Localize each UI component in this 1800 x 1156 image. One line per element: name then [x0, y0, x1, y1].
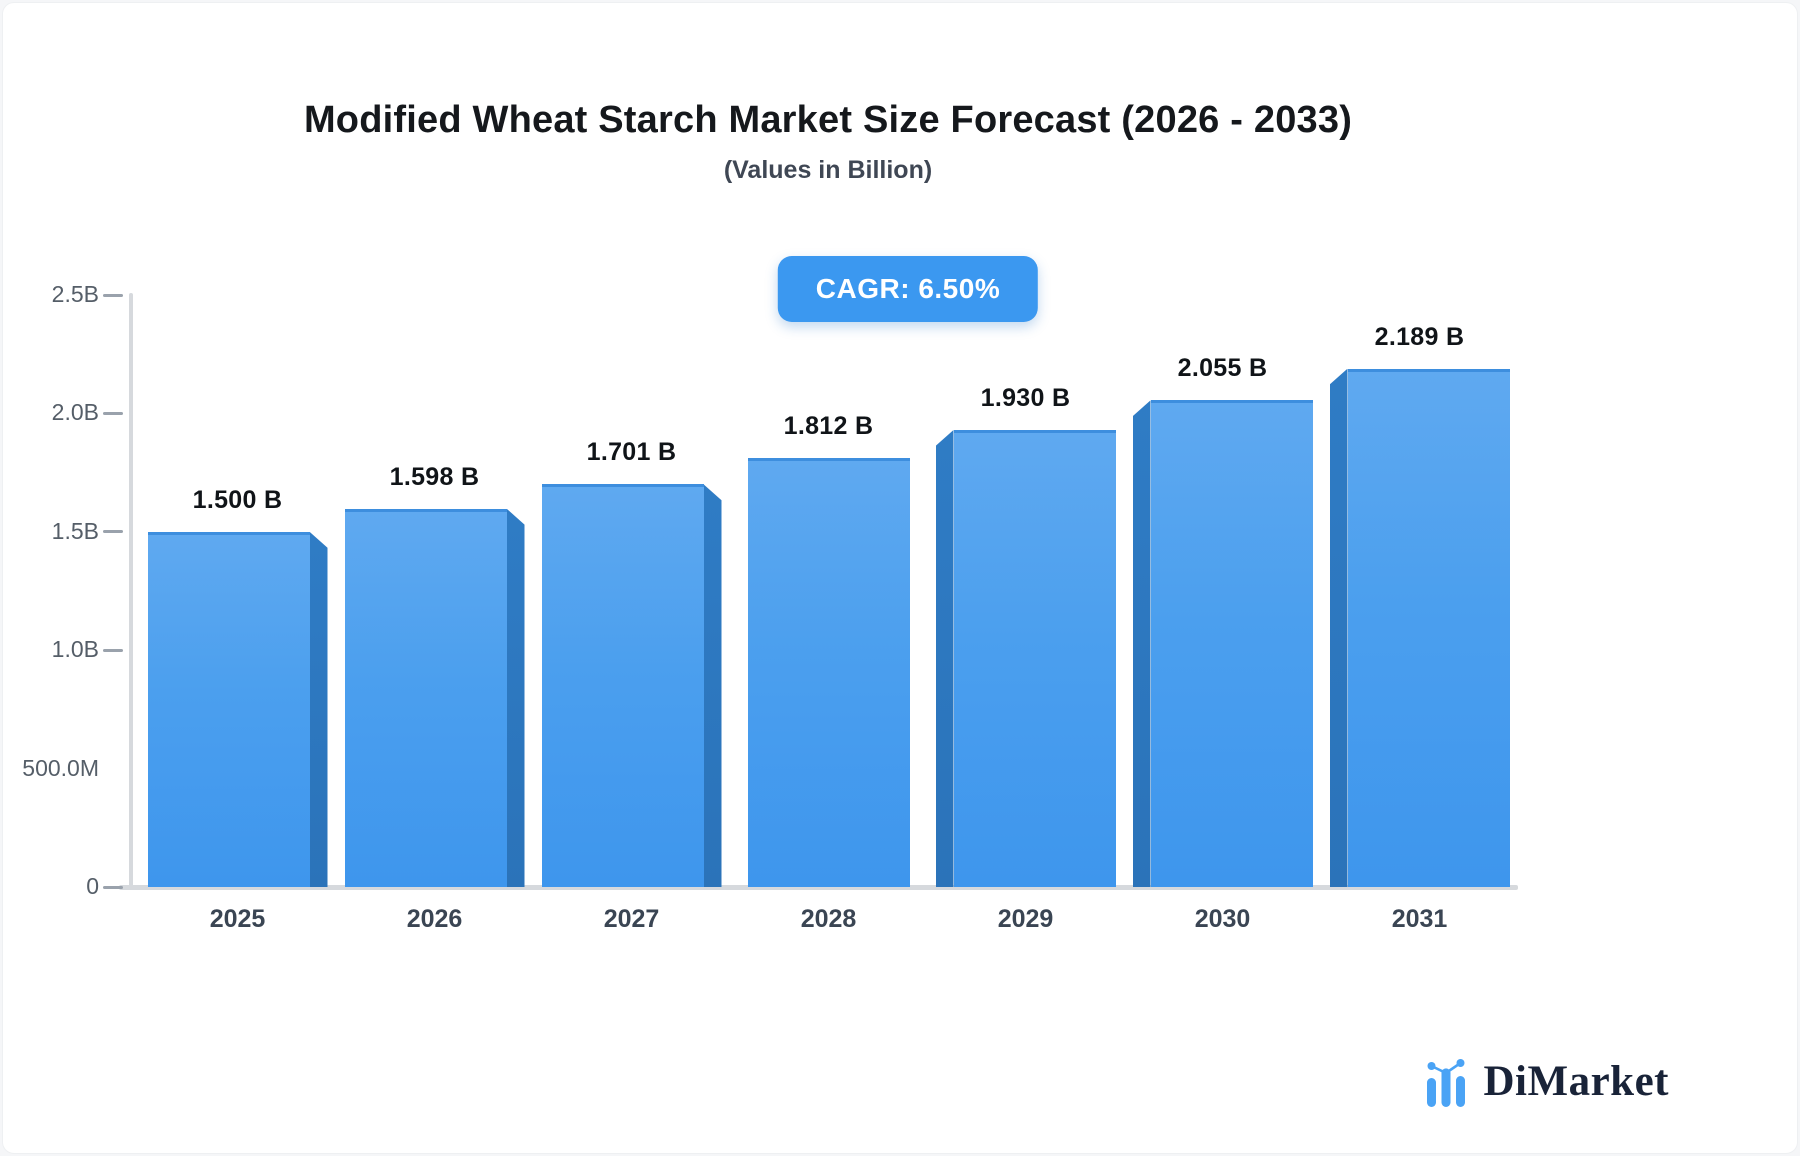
bar-side-3d [703, 484, 722, 887]
bar [1150, 400, 1313, 887]
x-axis-label: 2027 [603, 905, 660, 933]
x-axis-label: 2026 [406, 905, 463, 933]
y-axis-tick [103, 411, 123, 415]
bar [953, 429, 1116, 887]
bar-chart-sparkline-icon [1426, 1059, 1465, 1107]
bar [747, 457, 910, 887]
y-axis-label: 2.0B [51, 399, 99, 426]
brand-name: DiMarket [1483, 1057, 1669, 1105]
y-axis-label: 500.0M [22, 754, 99, 781]
x-axis-label: 2028 [800, 905, 857, 933]
bar-side-3d [1132, 400, 1151, 887]
bar-value-label: 1.701 B [586, 438, 677, 467]
brand-logo: DiMarket [1426, 1055, 1670, 1107]
x-axis-label: 2025 [209, 905, 266, 933]
y-axis-tick [103, 293, 123, 297]
bar-value-label: 1.930 B [980, 383, 1071, 412]
y-axis-tick [103, 885, 123, 889]
bar [541, 484, 704, 887]
bar-side-3d [309, 531, 328, 887]
x-axis-label: 2030 [1194, 905, 1251, 933]
bar-chart: 2.5B 2.0B 1.5B 1.0B 500.0M 0 1.500 B 2025 1.598 … [3, 3, 1797, 1153]
bar-value-label: 1.598 B [389, 462, 480, 491]
y-axis-tick [103, 648, 123, 652]
x-axis-label: 2031 [1391, 905, 1448, 933]
bar-value-label: 2.055 B [1177, 354, 1268, 383]
chart-subtitle: (Values in Billion) [723, 156, 933, 184]
bar-value-label: 1.500 B [192, 485, 283, 514]
y-axis-label: 0 [86, 873, 99, 899]
bar-side-3d [935, 429, 954, 887]
cagr-badge: CAGR: 6.50% [777, 256, 1039, 322]
x-axis-line [119, 885, 1518, 890]
y-axis-line [129, 293, 133, 889]
y-axis-label: 2.5B [51, 281, 99, 307]
bar-value-label: 2.189 B [1374, 322, 1465, 351]
bar [1347, 368, 1510, 887]
bar-side-3d [506, 508, 525, 887]
bar-side-3d [1329, 368, 1348, 887]
y-axis-tick [103, 530, 123, 534]
y-axis-label: 1.0B [51, 636, 99, 663]
bar-value-label: 1.812 B [783, 411, 874, 440]
x-axis-label: 2029 [997, 905, 1054, 933]
chart-header: Modified Wheat Starch Market Size Foreca… [3, 3, 1653, 185]
page-title: Modified Wheat Starch Market Size Foreca… [303, 99, 1353, 141]
bar [344, 508, 507, 887]
bar [147, 531, 310, 887]
y-axis-label: 1.5B [51, 517, 99, 544]
